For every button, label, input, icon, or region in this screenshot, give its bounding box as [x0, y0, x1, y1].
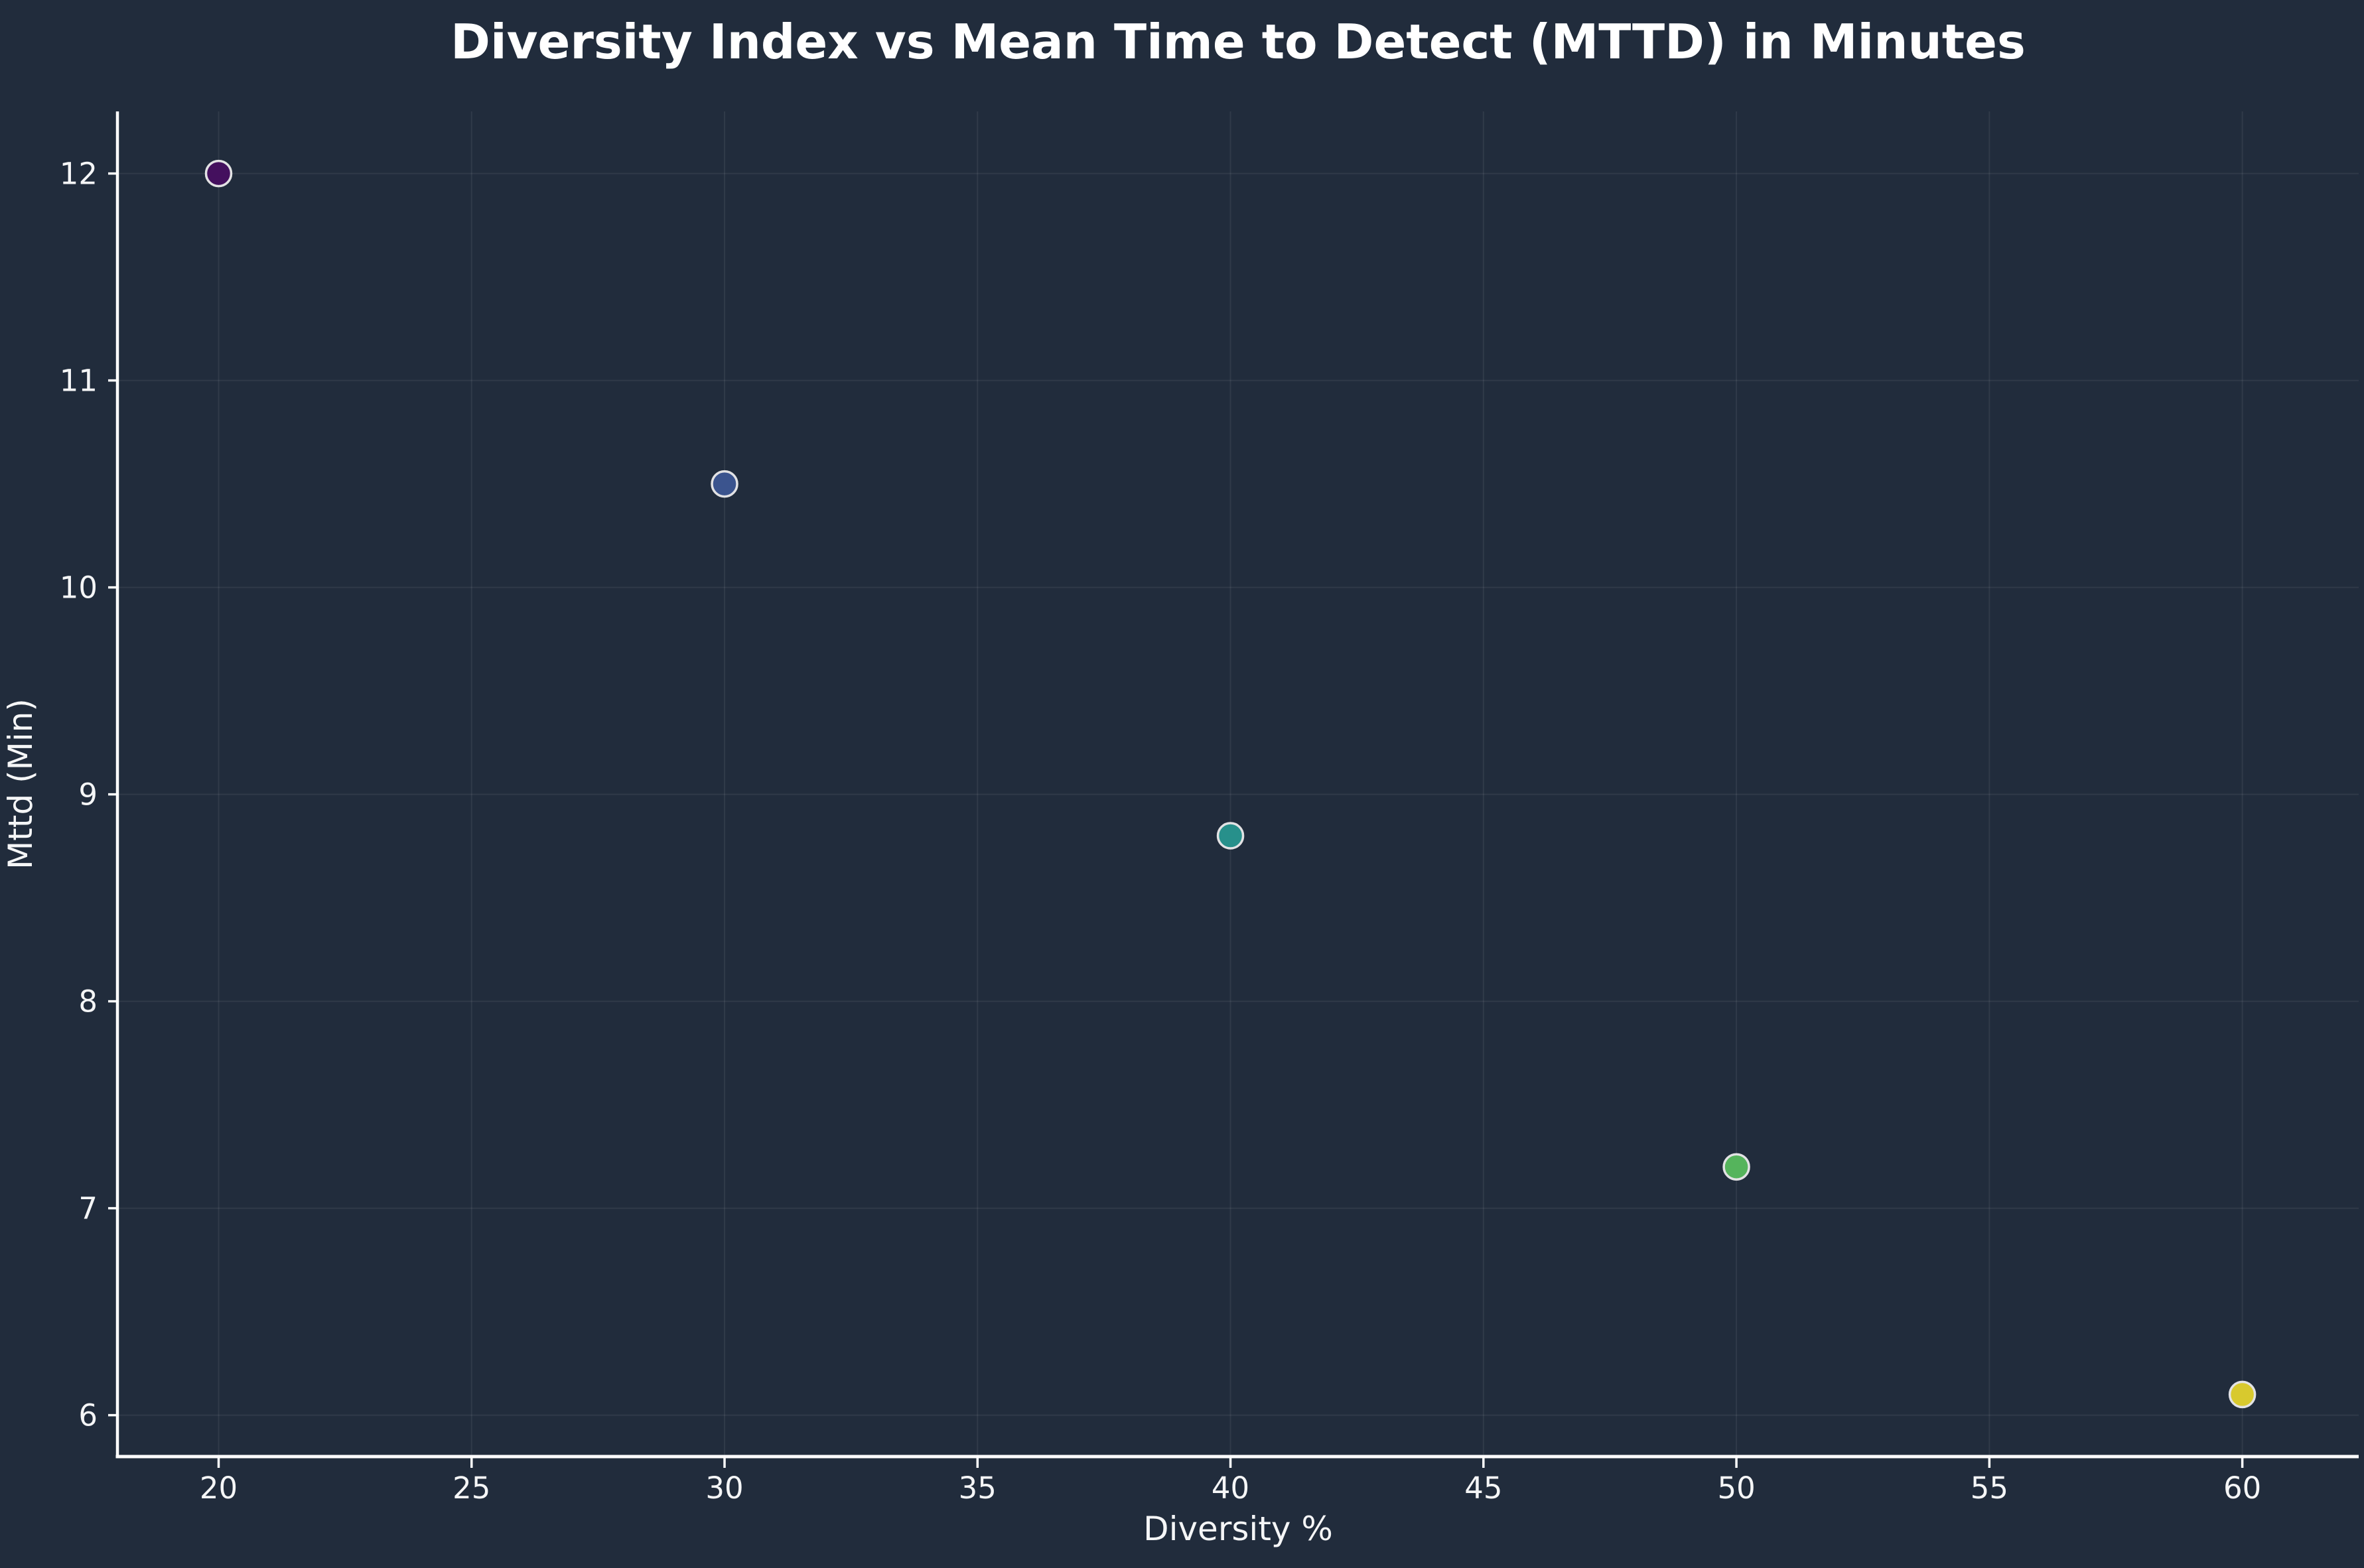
y-axis-label: Mttd (Min) [1, 698, 40, 870]
x-tick-label: 55 [1971, 1470, 2008, 1506]
data-point [204, 159, 233, 188]
x-axis-label: Diversity % [1143, 1510, 1333, 1548]
x-tick-label: 40 [1212, 1470, 1249, 1506]
data-point [1216, 822, 1245, 850]
data-point [1722, 1153, 1750, 1181]
y-tick-label: 7 [78, 1191, 98, 1226]
x-tick-label: 60 [2223, 1470, 2261, 1506]
chart-dynamic-layer: 20 25 30 35 40 45 50 55 60 6 7 8 9 10 11 12 [60, 111, 2359, 1506]
x-tick-label: 20 [200, 1470, 238, 1506]
y-tick-label: 12 [60, 157, 98, 192]
chart-title: Diversity Index vs Mean Time to Detect (… [451, 14, 2026, 70]
data-point [2228, 1380, 2257, 1409]
y-tick-label: 8 [78, 984, 98, 1019]
y-tick-label: 9 [78, 777, 98, 813]
x-tick-label: 25 [452, 1470, 490, 1506]
data-point [711, 470, 738, 498]
x-tick-label: 30 [705, 1470, 743, 1506]
x-tick-label: 45 [1464, 1470, 1502, 1506]
y-tick-label: 10 [60, 570, 98, 606]
x-tick-label: 35 [959, 1470, 997, 1506]
x-tick-label: 50 [1717, 1470, 1755, 1506]
y-tick-label: 6 [78, 1398, 98, 1433]
y-tick-label: 11 [60, 363, 98, 399]
